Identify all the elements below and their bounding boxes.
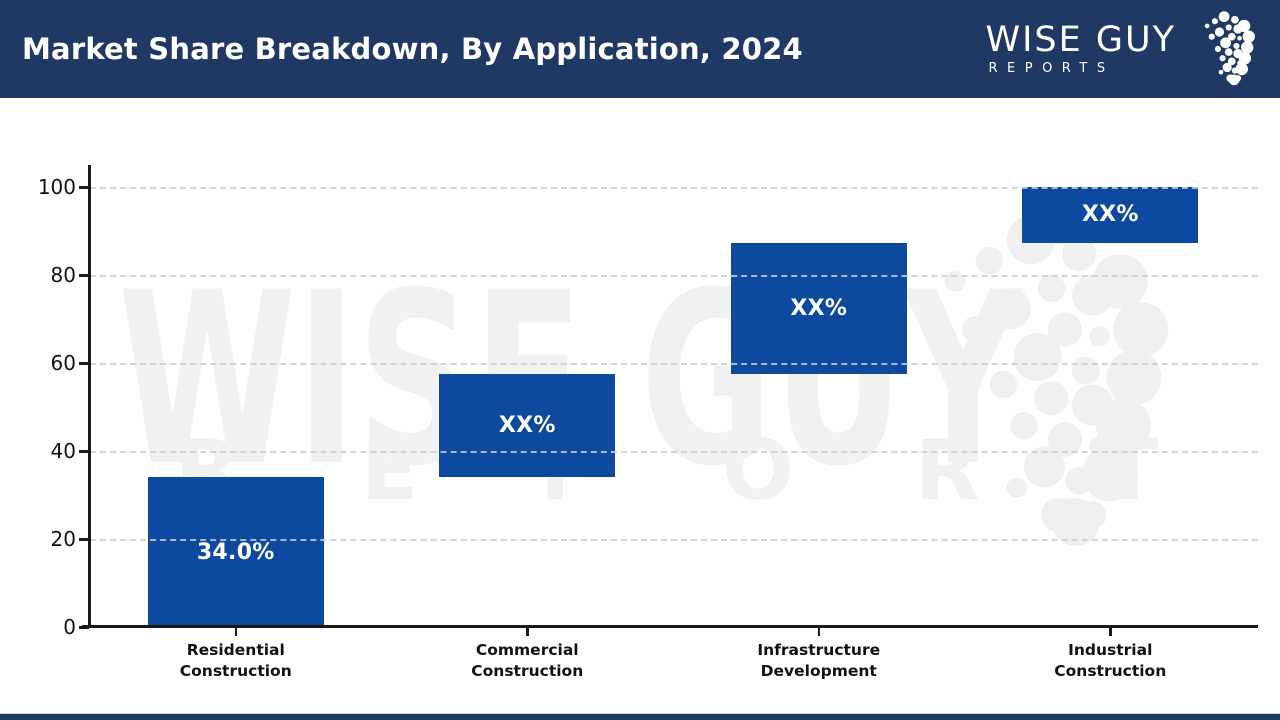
bar-value-label: XX% [790, 295, 848, 321]
y-tick-mark [79, 538, 89, 541]
bar-commercial-construction: XX% [439, 373, 616, 478]
y-tick-label: 60 [50, 351, 76, 375]
y-tick-mark [79, 362, 89, 365]
watermark-head-icon [944, 216, 1169, 547]
logo-line2: REPORTS [988, 60, 1115, 76]
y-tick-mark [79, 450, 89, 453]
bar-residential-construction: 34.0% [147, 477, 324, 627]
gridline [90, 275, 1258, 277]
y-tick-label: 0 [63, 615, 76, 639]
x-tick-mark [817, 628, 821, 636]
bar-value-label: 34.0% [196, 539, 275, 565]
x-tick-mark [1109, 628, 1112, 636]
y-tick-label: 40 [50, 439, 76, 463]
gridline [90, 187, 1258, 189]
gridline [90, 451, 1258, 453]
y-tick-mark [79, 626, 89, 629]
x-tick-mark [526, 628, 529, 636]
bar-value-label: XX% [1081, 202, 1139, 228]
x-category-label: Residential Construction [179, 641, 292, 680]
logo-wordmark: WISE GUY REPORTS [985, 19, 1176, 76]
y-tick-label: 80 [50, 263, 76, 287]
wiseguy-logo: WISE GUY REPORTS [985, 9, 1258, 89]
bar-industrial-construction: XX% [1022, 187, 1199, 243]
bar-infrastructure-development: XX% [730, 242, 907, 374]
header-bar: Market Share Breakdown, By Application, … [0, 0, 1280, 98]
gridline [90, 539, 1258, 541]
bar-value-label: XX% [498, 412, 556, 438]
y-tick-mark [79, 274, 89, 277]
x-category-label: Industrial Construction [1054, 641, 1167, 680]
page-title: Market Share Breakdown, By Application, … [22, 32, 803, 66]
y-tick-mark [79, 186, 89, 189]
x-category-label: Commercial Construction [471, 641, 584, 680]
x-axis-line [82, 625, 1258, 628]
x-category-label: Infrastructure Development [757, 641, 881, 680]
logo-line1: WISE GUY [985, 19, 1176, 60]
footer-bar [0, 713, 1280, 720]
y-axis-line [88, 165, 91, 628]
x-tick-mark [234, 628, 238, 636]
y-tick-label: 20 [50, 527, 76, 551]
y-tick-label: 100 [37, 175, 76, 199]
wiseguy-head-icon [1204, 11, 1255, 86]
gridline [90, 363, 1258, 365]
